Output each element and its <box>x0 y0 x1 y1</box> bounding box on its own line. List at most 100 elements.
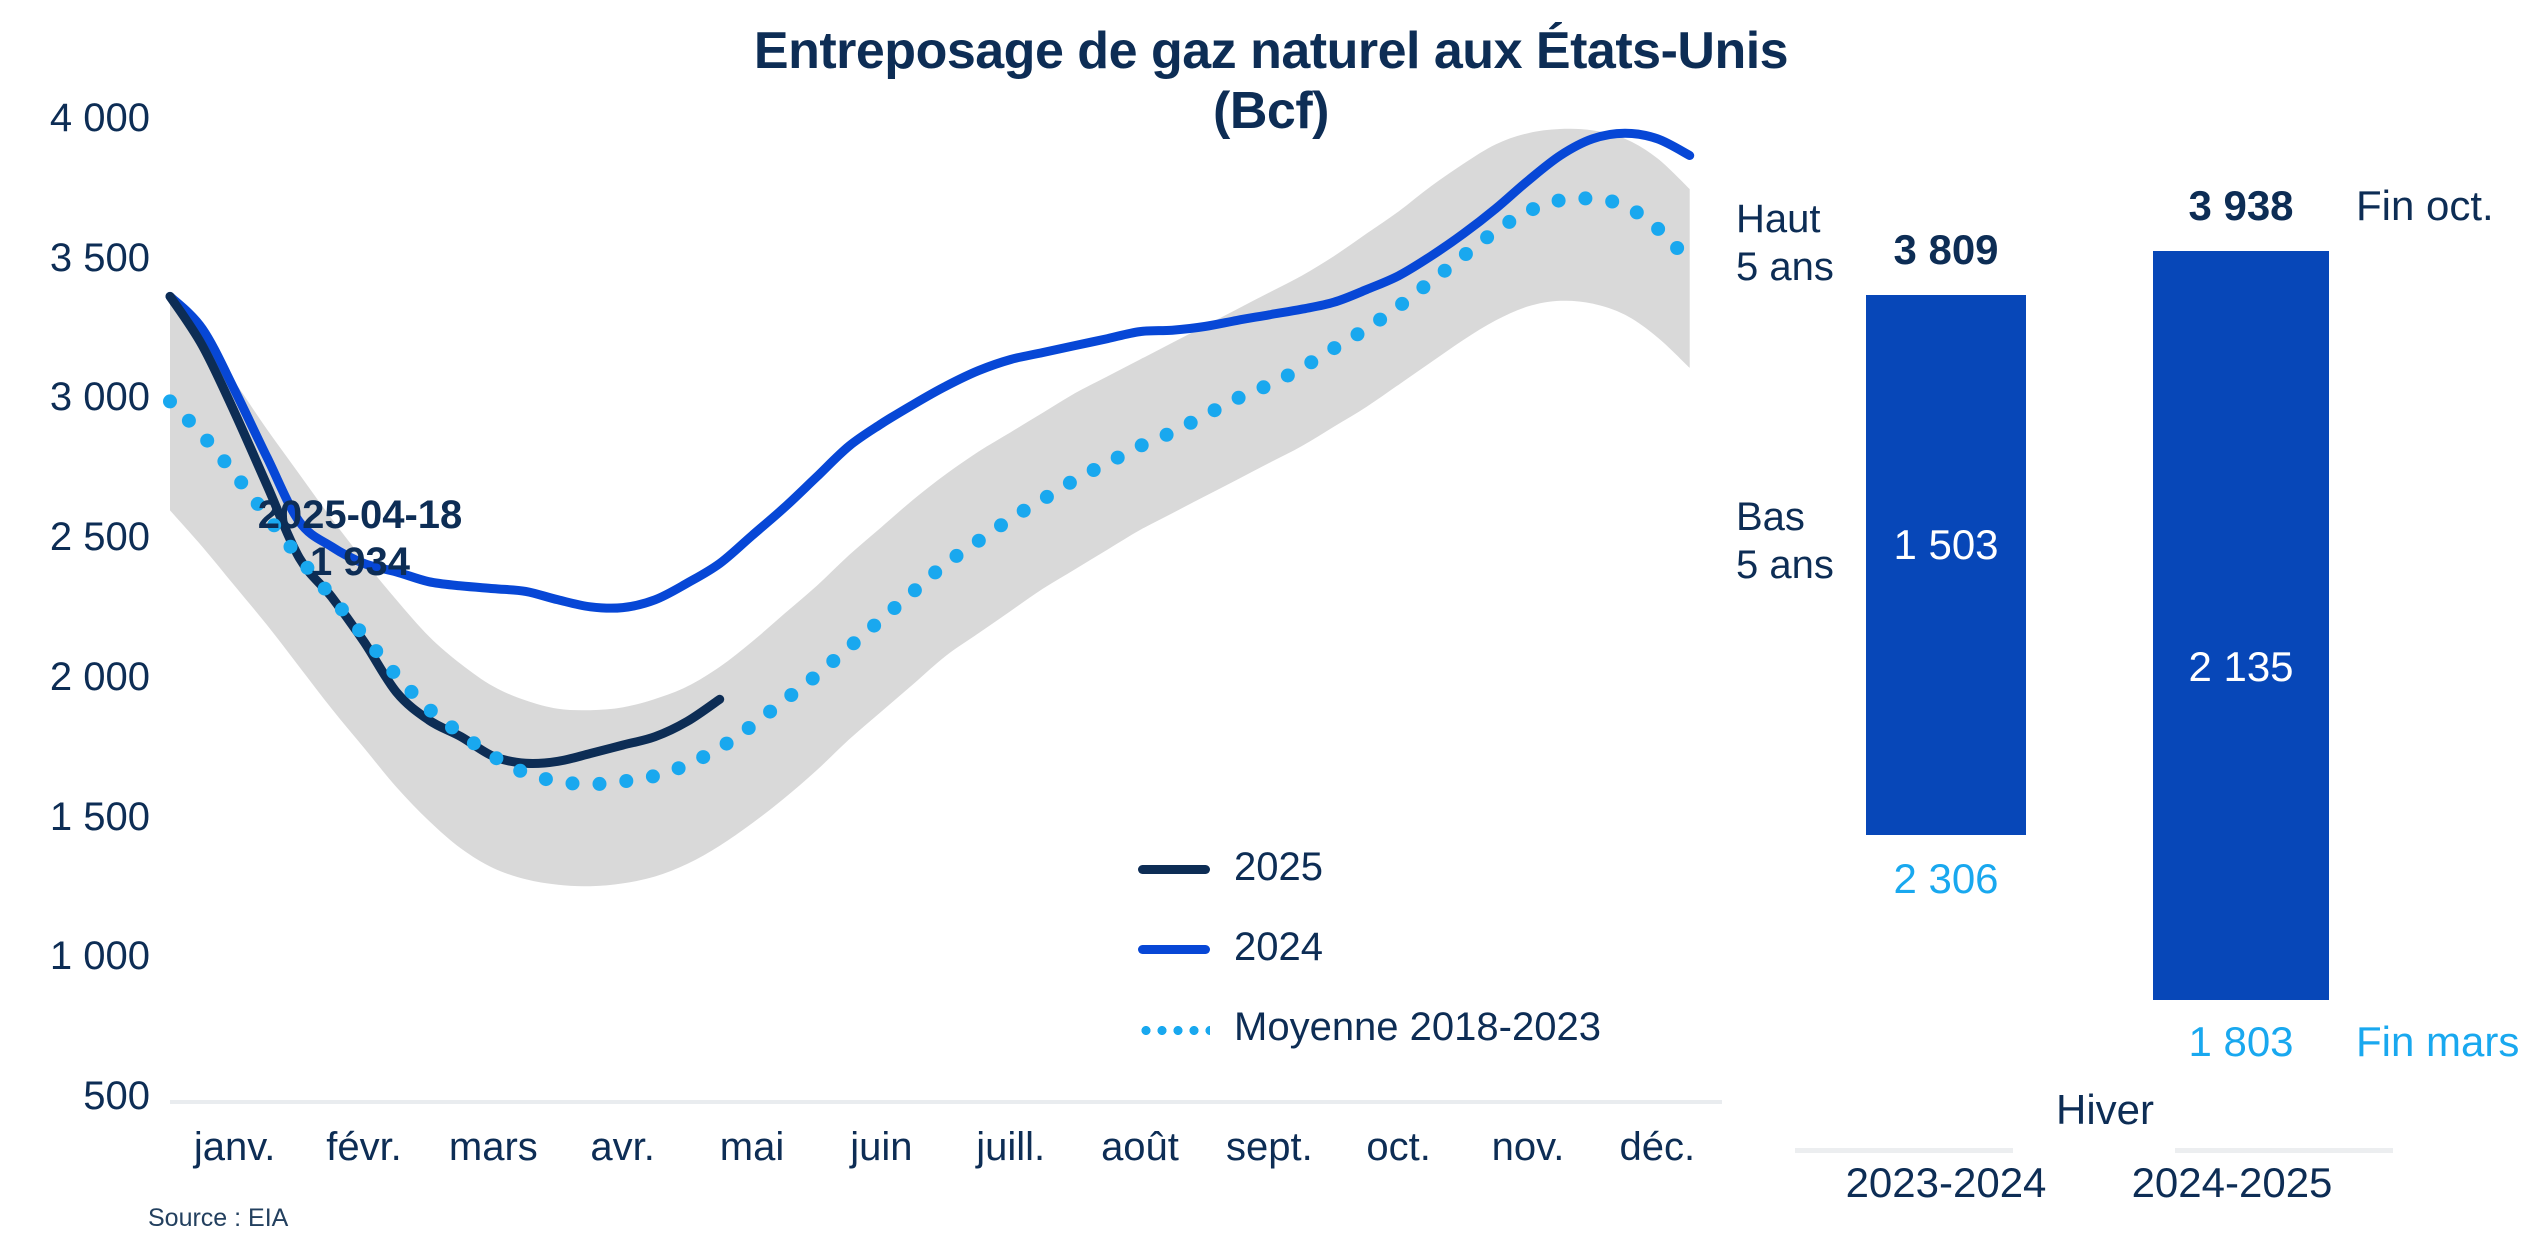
average-dot <box>949 548 964 563</box>
average-dot <box>1280 368 1295 383</box>
average-dot <box>181 413 196 428</box>
end-october-note: Fin oct. <box>2356 182 2494 229</box>
average-dot <box>1086 463 1101 477</box>
band-high-label: Haut 5 ans <box>1736 195 1834 291</box>
average-dot <box>334 602 349 617</box>
average-dot <box>404 684 419 699</box>
average-dot <box>1551 193 1566 208</box>
y-axis-tick: 4 000 <box>49 96 150 140</box>
x-axis-tick: nov. <box>1491 1125 1565 1169</box>
x-axis-tick: févr. <box>326 1125 402 1169</box>
average-dot <box>1350 327 1365 342</box>
x-axis-tick: août <box>1101 1125 1179 1169</box>
average-dot <box>283 539 298 554</box>
category-rule-2023-2024 <box>1795 1148 2013 1153</box>
average-dot <box>423 703 438 718</box>
average-dot <box>1183 415 1198 430</box>
average-dot <box>466 736 481 751</box>
average-dot <box>887 601 902 615</box>
average-dot <box>1256 380 1271 395</box>
average-dot <box>267 518 282 533</box>
bar-bottom-label-2023-2024: 2 306 <box>1893 855 1999 902</box>
average-dot <box>1629 205 1644 220</box>
average-dot <box>445 720 459 735</box>
legend-label-2025: 2025 <box>1234 845 1323 889</box>
winter-category-2024-2025: 2024-2025 <box>2131 1159 2333 1206</box>
five-year-band-area <box>170 128 1690 887</box>
average-dot <box>1207 403 1222 418</box>
average-dot <box>1062 475 1077 490</box>
average-dot <box>1159 427 1174 442</box>
average-dot <box>645 769 660 784</box>
average-dot <box>163 394 177 409</box>
average-dot <box>1502 214 1517 229</box>
average-dot <box>696 750 711 765</box>
bar-2023-2024 <box>1866 295 2026 835</box>
legend-label-2024: 2024 <box>1234 925 1323 969</box>
title-line-2: (Bcf) <box>1213 81 1329 140</box>
x-axis-tick: oct. <box>1366 1125 1431 1169</box>
average-dot <box>784 688 799 702</box>
average-dot <box>1395 296 1410 311</box>
bar-inner-label-2023-2024: 1 503 <box>1893 521 1999 568</box>
average-dot <box>200 433 215 448</box>
bar-inner-label-2024-2025: 2 135 <box>2188 643 2294 690</box>
title-line-1: Entreposage de gaz naturel aux États-Uni… <box>753 22 1789 80</box>
average-dot <box>1373 312 1388 327</box>
average-dot <box>846 636 861 651</box>
average-dot <box>250 496 265 511</box>
average-dot <box>513 763 528 778</box>
y-axis-tick: 1 500 <box>49 794 150 839</box>
x-axis-tick: sept. <box>1225 1125 1313 1169</box>
average-dot <box>1134 438 1149 453</box>
band-high-subtitle: 5 ans <box>1736 245 1834 289</box>
legend-swatch-moyenne-2018-2023 <box>1138 1025 1210 1036</box>
annotation-latest-value: 2025-04-18 1 934 <box>200 492 520 586</box>
average-dot <box>565 776 580 791</box>
band-low-label: Bas 5 ans <box>1736 493 1834 589</box>
band-low-subtitle: 5 ans <box>1736 543 1834 587</box>
y-axis-tick: 500 <box>83 1074 150 1118</box>
x-axis-tick: mai <box>719 1125 785 1169</box>
average-dot <box>671 761 686 776</box>
y-axis-tick: 3 000 <box>49 375 150 420</box>
bar-bottom-label-2024-2025: 1 803 <box>2188 1018 2294 1065</box>
average-dot <box>1670 241 1685 255</box>
x-axis-line <box>170 1100 1722 1104</box>
five-year-range-band <box>170 128 1690 887</box>
average-dot <box>317 581 332 596</box>
x-axis-tick: juill. <box>976 1125 1046 1169</box>
average-dot <box>826 654 841 668</box>
end-march-note: Fin mars <box>2356 1018 2520 1065</box>
y-axis-tick: 1 000 <box>49 934 150 979</box>
average-dot <box>619 774 634 788</box>
x-axis-tick: juin <box>850 1125 913 1169</box>
winter-category-2023-2024: 2023-2024 <box>1845 1159 2047 1206</box>
x-axis-tick: déc. <box>1619 1125 1696 1169</box>
band-high-title: Haut <box>1736 197 1821 241</box>
x-axis-tick: avr. <box>590 1125 655 1169</box>
average-dot <box>805 671 820 686</box>
average-dot <box>217 454 232 469</box>
average-dot <box>369 644 384 659</box>
bar-2024-2025 <box>2153 251 2329 1000</box>
average-dot <box>1039 489 1054 504</box>
average-dot <box>1110 450 1125 465</box>
average-dot <box>928 565 943 580</box>
annotation-value: 1 934 <box>309 540 411 585</box>
average-dot <box>352 623 367 638</box>
line-series-2025 <box>165 291 725 769</box>
average-dot <box>1651 221 1666 236</box>
average-dot <box>1578 191 1593 206</box>
band-low-title: Bas <box>1736 495 1805 539</box>
average-dot <box>300 560 315 575</box>
average-dot <box>1231 390 1246 405</box>
line-series-2024 <box>165 128 1695 613</box>
average-dotted-series <box>163 191 1685 791</box>
average-dot <box>907 583 922 598</box>
average-dot <box>867 618 882 633</box>
average-dot <box>1458 247 1473 261</box>
x-axis-tick: janv. <box>193 1125 276 1169</box>
